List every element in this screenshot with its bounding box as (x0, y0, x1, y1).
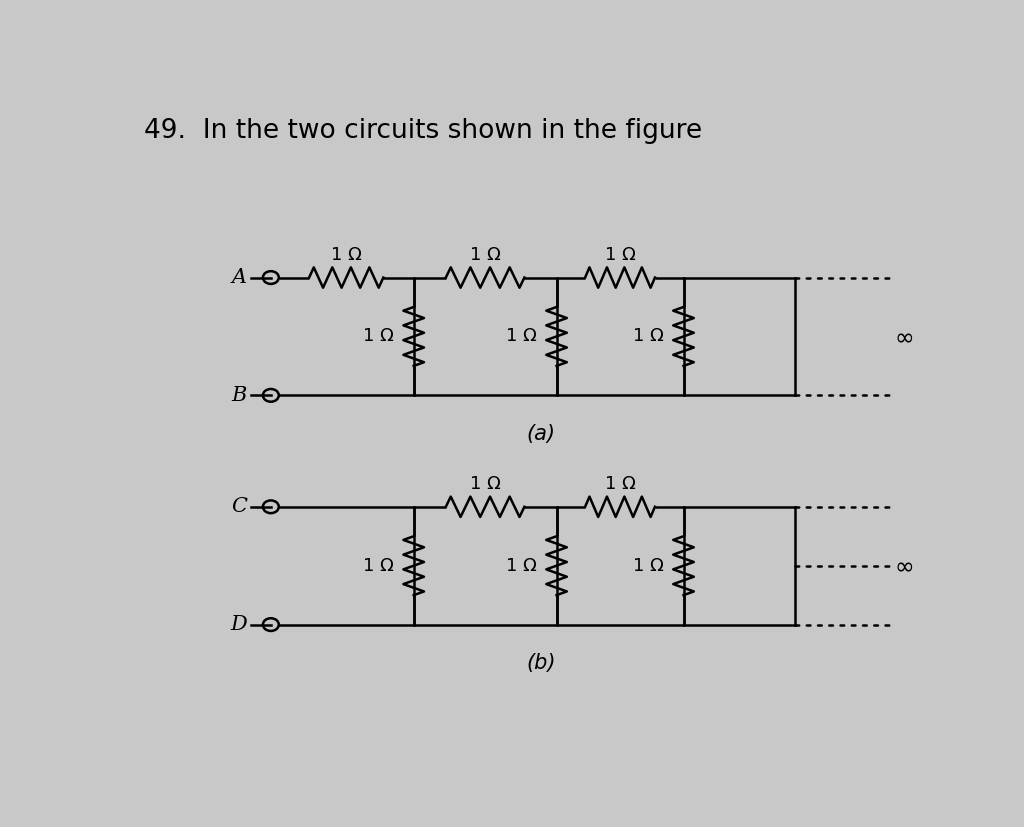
Text: 49.  In the two circuits shown in the figure: 49. In the two circuits shown in the fig… (143, 118, 702, 145)
Text: 1 Ω: 1 Ω (604, 246, 636, 264)
Text: (a): (a) (526, 424, 555, 444)
Text: C: C (231, 497, 247, 516)
Text: (b): (b) (526, 653, 555, 673)
Text: $\infty$: $\infty$ (894, 324, 913, 348)
Text: 1 Ω: 1 Ω (364, 557, 394, 575)
Text: 1 Ω: 1 Ω (633, 557, 664, 575)
Text: 1 Ω: 1 Ω (633, 327, 664, 346)
Text: B: B (231, 386, 247, 405)
Text: 1 Ω: 1 Ω (604, 475, 636, 493)
Text: A: A (231, 268, 247, 287)
Text: 1 Ω: 1 Ω (506, 327, 537, 346)
Text: 1 Ω: 1 Ω (364, 327, 394, 346)
Text: 1 Ω: 1 Ω (331, 246, 361, 264)
Text: 1 Ω: 1 Ω (470, 246, 501, 264)
Text: 1 Ω: 1 Ω (470, 475, 501, 493)
Text: D: D (230, 615, 247, 634)
Text: $\infty$: $\infty$ (894, 553, 913, 577)
Text: 1 Ω: 1 Ω (506, 557, 537, 575)
